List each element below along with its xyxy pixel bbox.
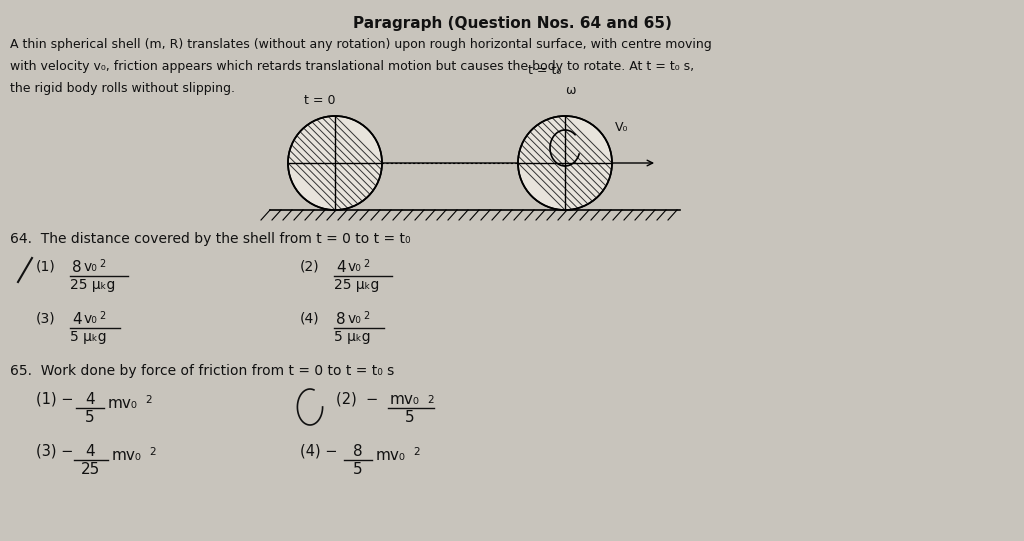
Text: 25 μₖg: 25 μₖg [70, 278, 116, 292]
Text: 64.  The distance covered by the shell from t = 0 to t = t₀: 64. The distance covered by the shell fr… [10, 232, 411, 246]
Text: (2)  −: (2) − [336, 392, 378, 407]
Text: A thin spherical shell (m, R) translates (without any rotation) upon rough horiz: A thin spherical shell (m, R) translates… [10, 38, 712, 51]
Text: 5: 5 [353, 462, 362, 477]
Text: 2: 2 [99, 311, 105, 321]
Text: 5 μₖg: 5 μₖg [70, 330, 106, 344]
Text: 2: 2 [413, 447, 420, 457]
Circle shape [288, 116, 382, 210]
Text: 8: 8 [336, 312, 346, 327]
Text: v₀: v₀ [348, 312, 361, 326]
Text: 2: 2 [150, 447, 156, 457]
Text: v₀: v₀ [84, 260, 97, 274]
Text: 2: 2 [362, 311, 370, 321]
Text: 5: 5 [406, 410, 415, 425]
Text: the rigid body rolls without slipping.: the rigid body rolls without slipping. [10, 82, 234, 95]
Text: (3) −: (3) − [36, 444, 74, 459]
Text: ω: ω [565, 84, 575, 97]
Text: 5: 5 [85, 410, 95, 425]
Text: 4: 4 [85, 392, 95, 407]
Text: Paragraph (Question Nos. 64 and 65): Paragraph (Question Nos. 64 and 65) [352, 16, 672, 31]
Text: 2: 2 [427, 395, 433, 405]
Text: (3): (3) [36, 312, 55, 326]
Text: 8: 8 [353, 444, 362, 459]
Text: (4): (4) [300, 312, 319, 326]
Text: 2: 2 [362, 259, 370, 269]
Text: 4: 4 [72, 312, 82, 327]
Text: 65.  Work done by force of friction from t = 0 to t = t₀ s: 65. Work done by force of friction from … [10, 364, 394, 378]
Text: v₀: v₀ [348, 260, 361, 274]
Text: 2: 2 [99, 259, 105, 269]
Text: t = t₀: t = t₀ [528, 64, 561, 77]
Text: 25: 25 [80, 462, 99, 477]
Text: mv₀: mv₀ [376, 448, 406, 463]
Text: (1): (1) [36, 260, 55, 274]
Circle shape [518, 116, 612, 210]
Text: t = 0: t = 0 [304, 94, 336, 107]
Text: (4) −: (4) − [300, 444, 338, 459]
Text: v₀: v₀ [345, 121, 357, 134]
Text: 4: 4 [336, 260, 346, 275]
Text: (1) −: (1) − [36, 392, 74, 407]
Text: mv₀: mv₀ [112, 448, 142, 463]
Text: mv₀: mv₀ [108, 396, 138, 411]
Text: v₀: v₀ [84, 312, 97, 326]
Text: (2): (2) [300, 260, 319, 274]
Text: 2: 2 [145, 395, 152, 405]
Text: 8: 8 [72, 260, 82, 275]
Text: 4: 4 [85, 444, 95, 459]
Text: with velocity v₀, friction appears which retards translational motion but causes: with velocity v₀, friction appears which… [10, 60, 694, 73]
Text: mv₀: mv₀ [390, 392, 420, 407]
Text: V₀: V₀ [615, 121, 629, 134]
Text: 5 μₖg: 5 μₖg [334, 330, 371, 344]
Text: 25 μₖg: 25 μₖg [334, 278, 379, 292]
